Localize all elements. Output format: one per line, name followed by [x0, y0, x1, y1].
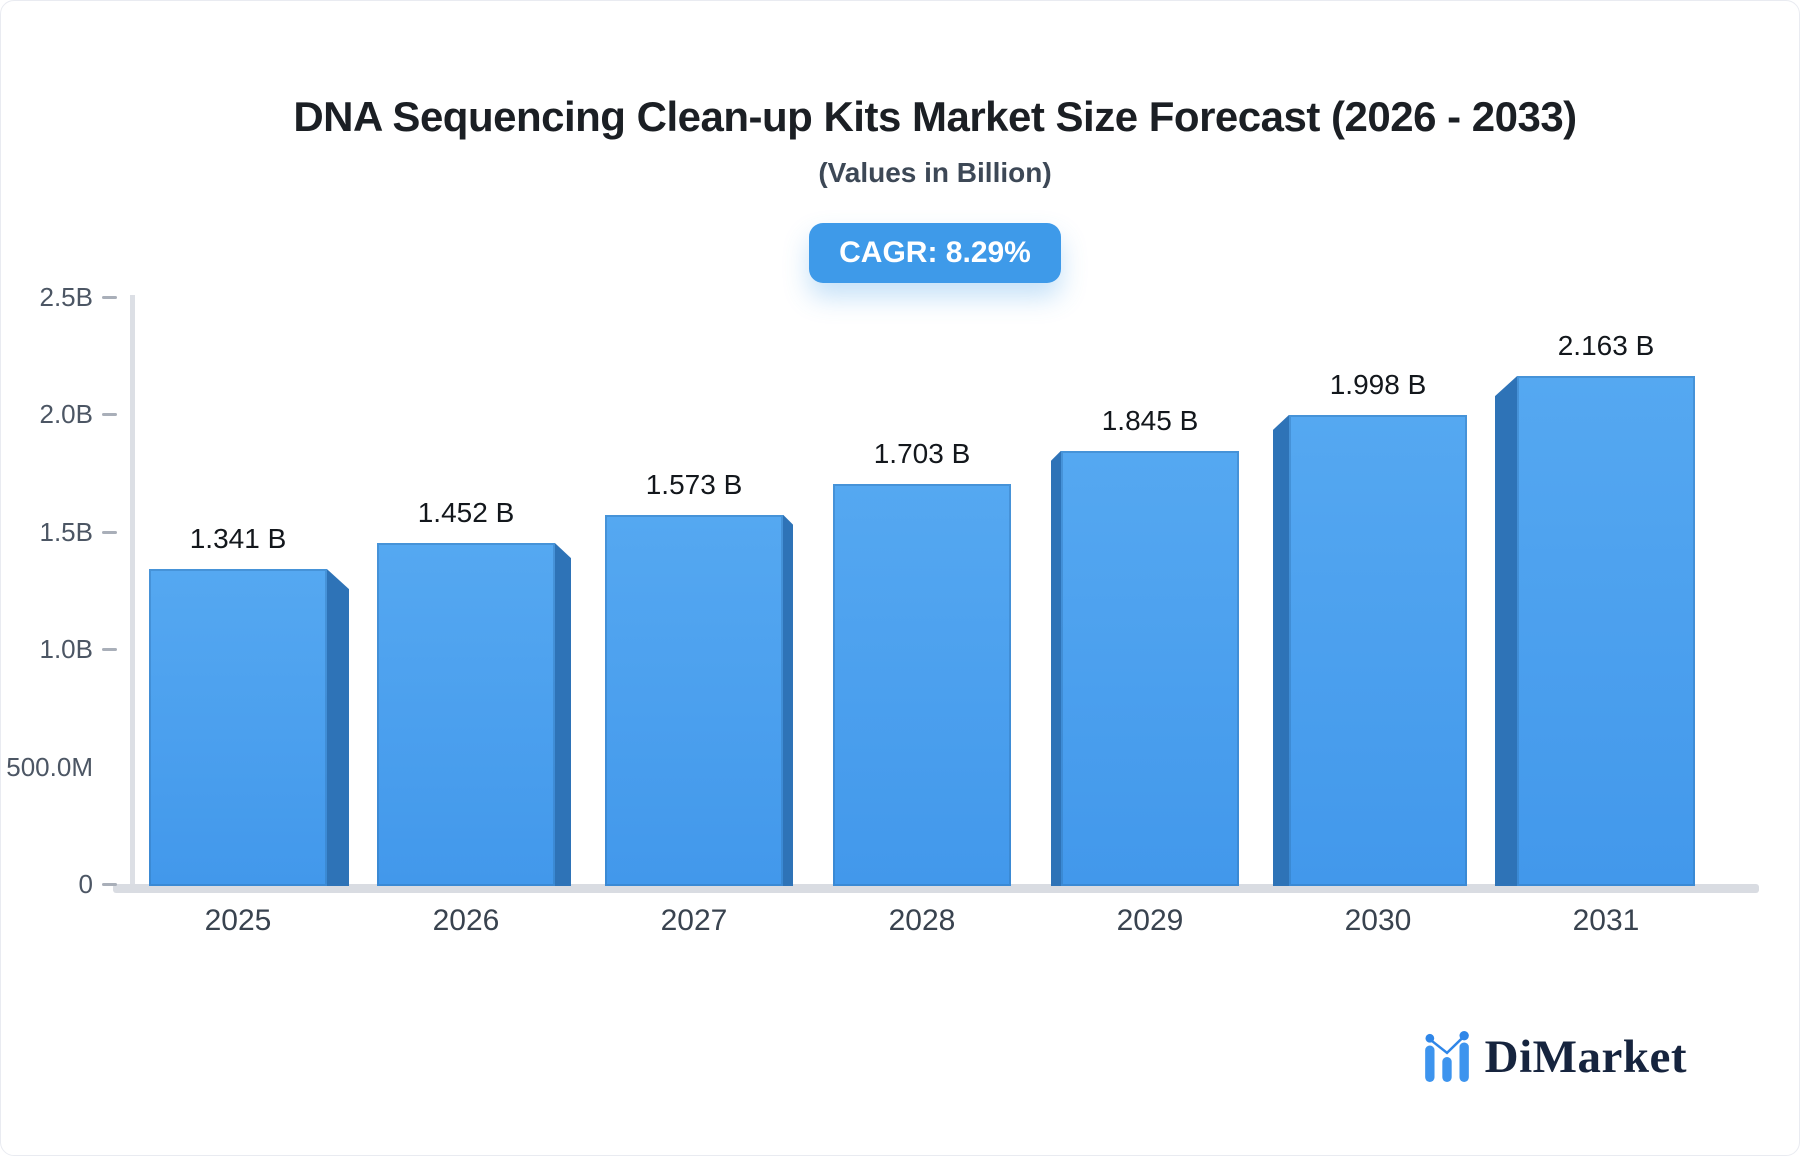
y-tick-dash [102, 413, 117, 417]
bar-2027[interactable] [605, 514, 783, 886]
y-tick-label: 500.0M [6, 751, 93, 782]
bar-value-label-2031: 2.163 B [1557, 330, 1655, 362]
bar-2028[interactable] [833, 484, 1011, 886]
y-tick-dash [102, 530, 117, 534]
bar-3d-side-2025 [327, 569, 349, 886]
x-tick-label-2025: 2025 [204, 904, 272, 937]
bar-3d-side-2026 [555, 543, 571, 886]
bar-2029[interactable] [1061, 450, 1239, 886]
y-tick-label: 2.5B [39, 282, 94, 312]
y-tick-dash [102, 296, 117, 299]
x-tick-label-2026: 2026 [432, 904, 500, 937]
dimarket-bars-logo-icon [1423, 1031, 1471, 1083]
bar-2030[interactable] [1289, 414, 1467, 886]
chart-title: DNA Sequencing Clean-up Kits Market Size… [293, 93, 1577, 140]
bar-value-label-2025: 1.341 B [189, 523, 287, 555]
brand-name: DiMarket [1484, 1031, 1687, 1083]
y-tick-label: 0 [78, 869, 93, 899]
bar-value-label-2029: 1.845 B [1101, 404, 1199, 436]
bar-value-label-2030: 1.998 B [1329, 368, 1427, 400]
bar-3d-side-2031 [1495, 376, 1517, 886]
bar-2026[interactable] [377, 543, 555, 886]
x-tick-label-2029: 2029 [1116, 904, 1184, 937]
x-tick-label-2031: 2031 [1572, 904, 1640, 937]
bar-value-label-2027: 1.573 B [645, 468, 743, 500]
brand-logo: DiMarket [1423, 1031, 1687, 1083]
bar-3d-side-2029 [1051, 450, 1061, 886]
bar-value-label-2026: 1.452 B [417, 497, 515, 529]
bar-2031[interactable] [1517, 376, 1695, 886]
bar-3d-side-2027 [783, 514, 793, 886]
x-tick-label-2030: 2030 [1344, 904, 1412, 937]
y-tick-dash [102, 883, 117, 886]
y-tick-label: 1.5B [39, 516, 94, 547]
y-tick-label: 1.0B [39, 634, 94, 665]
x-tick-label-2028: 2028 [888, 904, 956, 937]
cagr-badge: CAGR: 8.29% [809, 223, 1061, 284]
y-axis-line [130, 295, 135, 884]
bar-value-label-2028: 1.703 B [873, 438, 971, 470]
chart-header: DNA Sequencing Clean-up Kits Market Size… [71, 93, 1799, 284]
bar-3d-side-2030 [1273, 414, 1289, 886]
x-axis-baseline [113, 884, 1759, 893]
chart-subtitle: (Values in Billion) [818, 157, 1052, 189]
y-tick-dash [102, 648, 117, 652]
bar-2025[interactable] [149, 569, 327, 886]
x-tick-label-2027: 2027 [660, 904, 728, 937]
y-tick-label: 2.0B [39, 399, 94, 430]
